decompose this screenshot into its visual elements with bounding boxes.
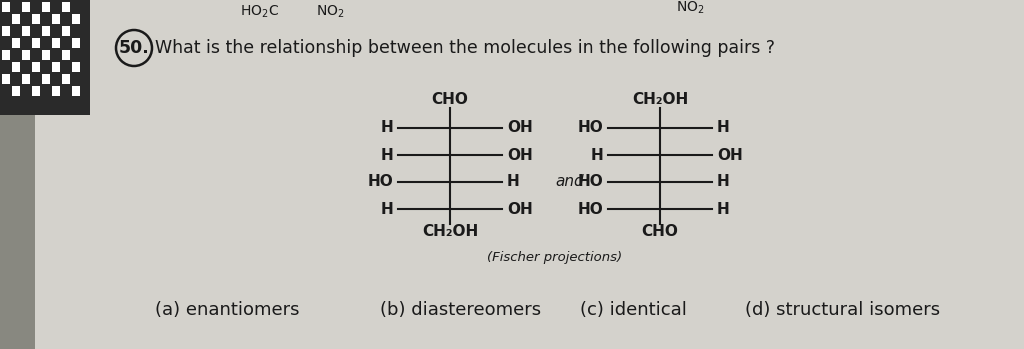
Bar [42,26,50,36]
Bar [62,74,70,84]
Bar [62,50,70,60]
Text: and: and [556,174,585,190]
Bar [22,74,30,84]
Text: What is the relationship between the molecules in the following pairs ?: What is the relationship between the mol… [155,39,775,57]
Bar [0,115,35,349]
Bar [12,62,20,72]
Bar [32,38,40,48]
Bar [62,26,70,36]
Text: H: H [717,201,730,216]
Text: 50.: 50. [119,39,150,57]
Bar [0,0,90,115]
Bar [22,26,30,36]
Bar [12,86,20,96]
Text: (b) diastereomers: (b) diastereomers [380,301,541,319]
Text: H: H [507,174,520,190]
Bar [52,86,60,96]
Text: H: H [380,120,393,135]
Text: H: H [590,148,603,163]
Text: CH₂OH: CH₂OH [422,224,478,239]
Bar [72,38,80,48]
Text: (a) enantiomers: (a) enantiomers [155,301,299,319]
Text: OH: OH [717,148,742,163]
Bar [72,14,80,24]
Bar [22,2,30,12]
Text: HO: HO [578,120,603,135]
Bar [42,2,50,12]
Text: OH: OH [507,148,532,163]
Text: $\mathrm{NO_2}$: $\mathrm{NO_2}$ [315,4,344,20]
Text: CH₂OH: CH₂OH [632,92,688,107]
Bar [2,2,10,12]
Bar [52,14,60,24]
Bar [2,74,10,84]
Bar [2,50,10,60]
Text: HO: HO [578,174,603,190]
Text: H: H [717,174,730,190]
Bar [32,62,40,72]
Text: H: H [717,120,730,135]
Text: H: H [380,148,393,163]
Text: (Fischer projections): (Fischer projections) [487,252,623,265]
Bar [52,62,60,72]
Bar [62,2,70,12]
Text: OH: OH [507,201,532,216]
Text: HO: HO [368,174,393,190]
Bar [72,86,80,96]
Text: (c) identical: (c) identical [580,301,687,319]
Text: (d) structural isomers: (d) structural isomers [745,301,940,319]
Bar [12,38,20,48]
Bar [72,62,80,72]
Text: CHO: CHO [431,92,468,107]
Bar [32,86,40,96]
Bar [42,74,50,84]
Bar [22,50,30,60]
Text: $\mathrm{NO_2}$: $\mathrm{NO_2}$ [676,0,705,16]
Text: HO: HO [578,201,603,216]
Bar [12,14,20,24]
Bar [52,38,60,48]
Bar [32,14,40,24]
Text: $\mathrm{HO_2C}$: $\mathrm{HO_2C}$ [241,4,280,20]
Text: CHO: CHO [642,224,679,239]
Text: OH: OH [507,120,532,135]
Bar [2,26,10,36]
Bar [42,50,50,60]
Text: H: H [380,201,393,216]
